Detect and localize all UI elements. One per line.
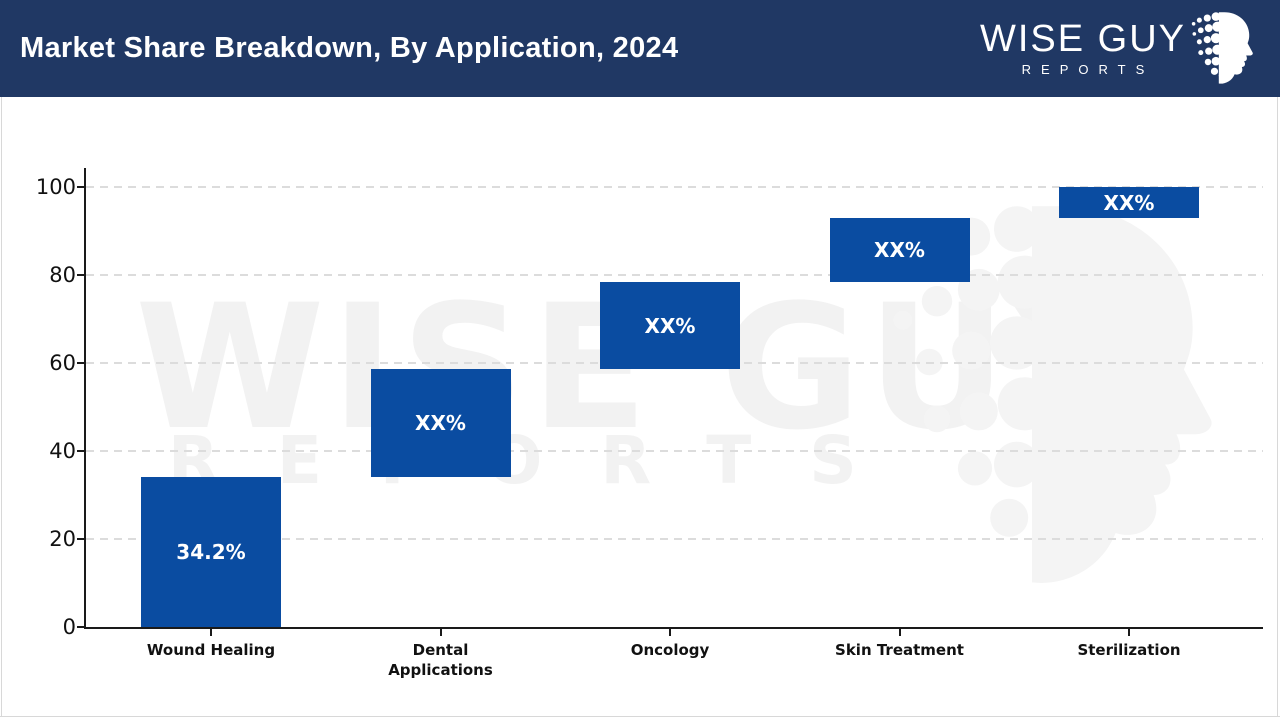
logo-brand-name: WISE GUY: [979, 18, 1186, 61]
bar-value-label-skin-treatment: XX%: [874, 238, 925, 263]
bar-dental-applications: XX%: [370, 368, 511, 477]
x-axis-label-skin-treatment: Skin Treatment: [835, 641, 964, 659]
y-tick-80: [77, 274, 84, 276]
gridline-20: [86, 538, 1263, 540]
gridline-40: [86, 450, 1263, 452]
y-axis-tick-label-0: 0: [62, 615, 76, 639]
bar-value-label-wound-healing: 34.2%: [176, 539, 246, 564]
bar-oncology: XX%: [600, 282, 740, 369]
dotted-head-logo-icon: [1191, 11, 1253, 84]
bar-value-label-sterilization: XX%: [1103, 190, 1155, 215]
y-axis-tick-label-40: 40: [49, 439, 76, 463]
wise-guy-reports-logo: WISE GUY REPORTS: [980, 6, 1262, 92]
y-tick-100: [77, 186, 84, 188]
page-border-right: [1277, 97, 1278, 716]
y-tick-60: [77, 362, 84, 364]
bar-sterilization: XX%: [1059, 187, 1199, 219]
page-title: Market Share Breakdown, By Application, …: [20, 32, 679, 64]
x-tick-dental-applications: [439, 629, 442, 636]
bar-value-label-dental-applications: XX%: [415, 410, 466, 435]
x-axis-line: [84, 627, 1263, 629]
x-axis-label-sterilization: Sterilization: [1077, 641, 1181, 659]
y-axis-line: [84, 168, 86, 628]
header-bar: Market Share Breakdown, By Application, …: [0, 0, 1280, 97]
page-border-bottom: [0, 716, 1280, 717]
bar-value-label-oncology: XX%: [644, 313, 696, 338]
gridline-80: [86, 274, 1263, 276]
y-axis-tick-label-60: 60: [49, 351, 76, 375]
y-axis-tick-label-100: 100: [35, 175, 76, 199]
y-tick-0: [77, 626, 84, 628]
page-border-left: [1, 97, 2, 716]
y-tick-40: [77, 450, 84, 452]
x-tick-skin-treatment: [898, 629, 901, 636]
x-tick-oncology: [669, 629, 671, 636]
y-axis-tick-label-20: 20: [49, 527, 76, 551]
gridline-100: [86, 186, 1263, 188]
bar-wound-healing: 34.2%: [141, 476, 281, 627]
logo-brand-subtitle: REPORTS: [1021, 61, 1155, 77]
x-axis-label-dental-applications: Dental Applications: [388, 641, 493, 680]
x-axis-label-wound-healing: Wound Healing: [146, 641, 276, 659]
x-tick-wound-healing: [210, 629, 212, 636]
y-axis-tick-label-80: 80: [49, 263, 76, 287]
bar-skin-treatment: XX%: [829, 218, 970, 283]
x-axis-label-oncology: Oncology: [630, 641, 710, 659]
x-tick-sterilization: [1128, 629, 1130, 636]
logo-text: WISE GUY REPORTS: [979, 18, 1186, 77]
y-tick-20: [77, 538, 84, 540]
